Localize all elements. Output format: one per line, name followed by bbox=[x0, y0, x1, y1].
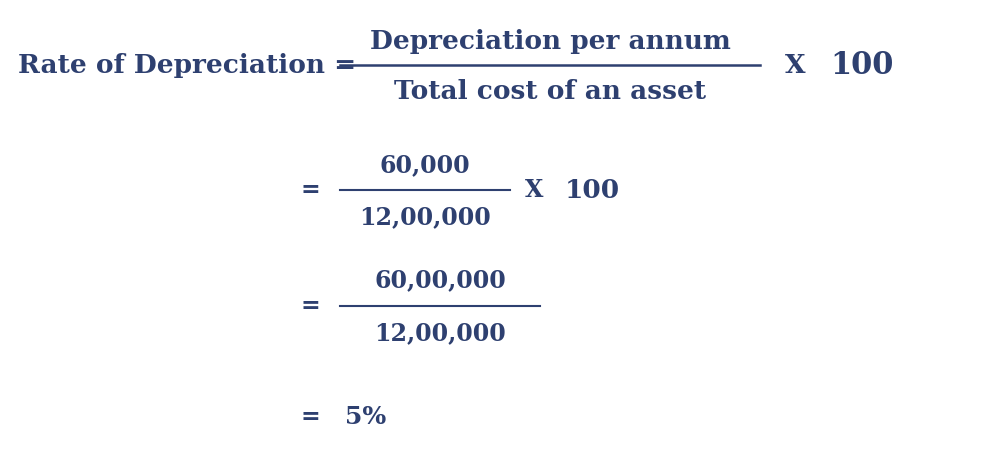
Text: Total cost of an asset: Total cost of an asset bbox=[394, 78, 705, 104]
Text: 12,00,000: 12,00,000 bbox=[359, 205, 490, 229]
Text: 60,00,000: 60,00,000 bbox=[374, 268, 505, 292]
Text: X: X bbox=[524, 178, 543, 202]
Text: X: X bbox=[785, 53, 805, 77]
Text: 5%: 5% bbox=[345, 405, 386, 429]
Text: 60,000: 60,000 bbox=[380, 153, 470, 177]
Text: Rate of Depreciation =: Rate of Depreciation = bbox=[18, 53, 356, 77]
Text: 100: 100 bbox=[564, 177, 619, 203]
Text: =: = bbox=[300, 294, 320, 318]
Text: =: = bbox=[300, 405, 320, 429]
Text: 12,00,000: 12,00,000 bbox=[374, 321, 505, 345]
Text: Depreciation per annum: Depreciation per annum bbox=[369, 29, 729, 53]
Text: 100: 100 bbox=[830, 50, 893, 81]
Text: =: = bbox=[300, 178, 320, 202]
